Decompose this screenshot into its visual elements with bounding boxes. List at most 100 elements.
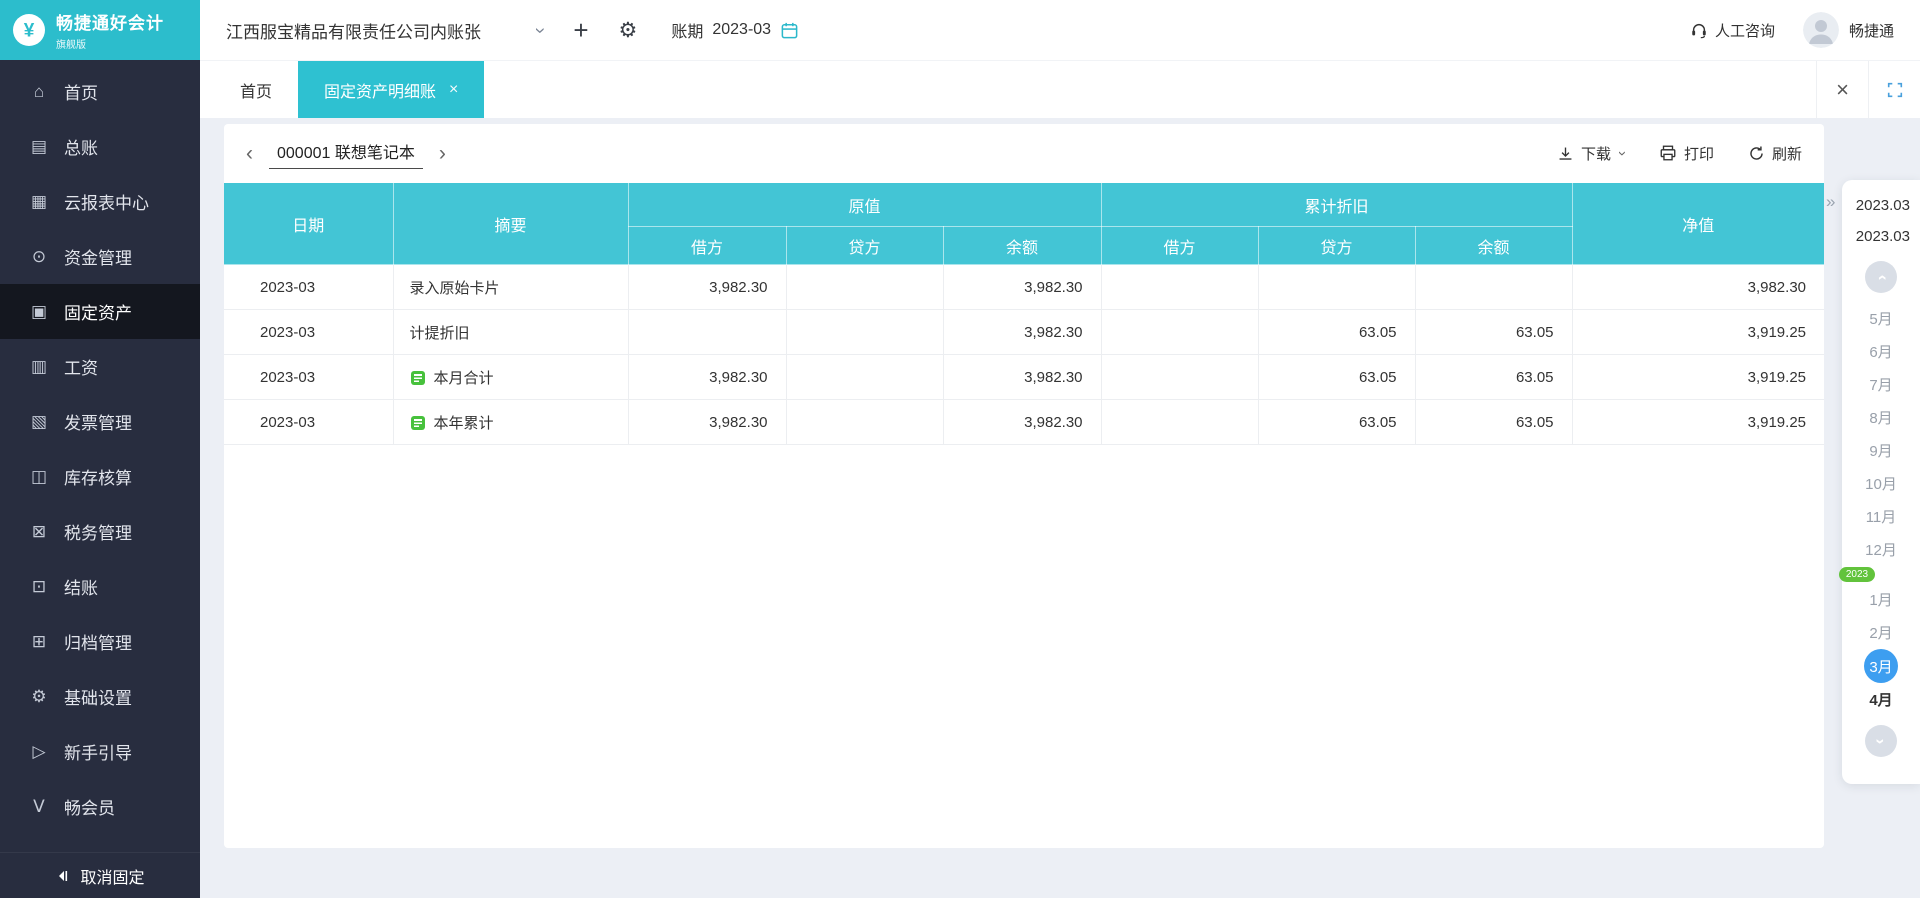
company-selector[interactable]: 江西服宝精品有限责任公司内账张 ›: [226, 18, 551, 43]
col-header-accumulated-depreciation: 累计折旧: [1100, 182, 1573, 227]
col-header-credit: 贷方: [1257, 226, 1416, 265]
timeline-period-end[interactable]: 2023.03: [1855, 228, 1910, 245]
sidebar-item-basic-settings[interactable]: ⚙ 基础设置: [0, 669, 200, 724]
table-cell: 3,982.30: [942, 309, 1102, 355]
table-row[interactable]: 2023-03 本月合计 3,982.30 3,982.30 63.05 63.05 3,9…: [224, 354, 1824, 400]
user-avatar-icon: [1802, 12, 1839, 48]
sidebar-item-label: 首页: [64, 84, 98, 103]
col-header-credit: 贷方: [785, 226, 944, 265]
month-item[interactable]: 2月: [1869, 625, 1893, 642]
fullscreen-icon: [1887, 82, 1902, 97]
table-cell: 2023-03: [224, 354, 394, 400]
human-consult-button[interactable]: 人工咨询: [1690, 20, 1775, 41]
company-name: 江西服宝精品有限责任公司内账张: [226, 22, 481, 42]
asset-ledger-table: 日期 摘要 原值 累计折旧 净值 借方 贷方 余额 借方 贷方 余额: [224, 182, 1824, 445]
table-cell: 3,919.25: [1571, 309, 1824, 355]
table-cell: 63.05: [1414, 354, 1573, 400]
sidebar-item-fund-management[interactable]: ⊙ 资金管理: [0, 229, 200, 284]
month-item[interactable]: 9月: [1869, 443, 1893, 460]
asset-selector[interactable]: 000001 联想笔记本: [269, 137, 423, 169]
avatar[interactable]: [1802, 12, 1839, 48]
month-item[interactable]: 5月: [1869, 311, 1893, 328]
settings-gear-icon[interactable]: ⚙: [618, 18, 638, 42]
sidebar-item-inventory-accounting[interactable]: ◫ 库存核算: [0, 449, 200, 504]
table-cell: 3,982.30: [627, 264, 787, 310]
main-area: 江西服宝精品有限责任公司内账张 › + ⚙ 账期 2023-03: [200, 0, 1920, 898]
add-button[interactable]: +: [573, 15, 589, 45]
month-item[interactable]: 6月: [1869, 344, 1893, 361]
fullscreen-button[interactable]: [1868, 61, 1920, 118]
month-item[interactable]: 11月: [1865, 509, 1897, 526]
expand-panel-icon[interactable]: »: [1826, 192, 1836, 211]
sidebar-nav: ⌂ 首页 ▤ 总账 ▦ 云报表中心 ⊙ 资金管理 ▣ 固定资产 ▥ 工资 ▧ 发票管理 ◫ 库存核算 ⊠ 税务管理…: [0, 60, 200, 852]
home-icon: ⌂: [33, 81, 45, 101]
download-button[interactable]: 下载 ›: [1557, 143, 1631, 164]
sidebar-item-label: 畅会员: [64, 799, 115, 818]
scroll-down-button[interactable]: ›: [1865, 725, 1897, 757]
unpin-sidebar-button[interactable]: 取消固定: [0, 852, 200, 898]
col-header-debit: 借方: [628, 226, 787, 265]
table-cell: 63.05: [1414, 399, 1573, 445]
general-ledger-icon: ▤: [30, 136, 48, 156]
period-selector[interactable]: 账期 2023-03: [671, 18, 799, 42]
month-item[interactable]: 4月: [1869, 692, 1893, 709]
app-title: 畅捷通好会计: [56, 14, 164, 33]
ledger-actions: 下载 › 打印: [1557, 143, 1802, 164]
sidebar-item-payroll[interactable]: ▥ 工资: [0, 339, 200, 394]
tab-close-icon[interactable]: ×: [449, 80, 459, 98]
sidebar-item-closing[interactable]: ⊡ 结账: [0, 559, 200, 614]
month-item[interactable]: 12月: [1865, 542, 1897, 559]
table-row[interactable]: 2023-03 本年累计 3,982.30 3,982.30 63.05 63.05 3,9…: [224, 399, 1824, 445]
col-header-debit: 借方: [1100, 226, 1259, 265]
table-cell: 录入原始卡片: [392, 264, 629, 310]
sidebar-item-tax-management[interactable]: ⊠ 税务管理: [0, 504, 200, 559]
chevron-down-icon: ›: [529, 26, 551, 34]
col-header-original-value: 原值: [627, 182, 1102, 227]
fund-management-icon: ⊙: [31, 246, 47, 266]
ledger-card: ‹ 000001 联想笔记本 › 下载 ›: [224, 124, 1824, 848]
scroll-up-button[interactable]: ›: [1865, 261, 1897, 293]
basic-settings-icon: ⚙: [31, 686, 47, 706]
table-cell: 3,982.30: [942, 354, 1102, 400]
tax-management-icon: ⊠: [31, 521, 47, 541]
month-item[interactable]: 10月: [1865, 476, 1897, 493]
sidebar-item-home[interactable]: ⌂ 首页: [0, 64, 200, 119]
table-cell: 63.05: [1257, 399, 1416, 445]
month-item[interactable]: 8月: [1869, 410, 1893, 427]
close-tabs-button[interactable]: ×: [1816, 61, 1868, 118]
user-name: 畅捷通: [1848, 22, 1894, 40]
sidebar-item-archive-management[interactable]: ⊞ 归档管理: [0, 614, 200, 669]
sidebar-item-general-ledger[interactable]: ▤ 总账: [0, 119, 200, 174]
table-cell: 2023-03: [224, 264, 394, 310]
refresh-icon: [1750, 146, 1763, 160]
sidebar-item-label: 发票管理: [64, 414, 132, 433]
sidebar-item-label: 固定资产: [64, 304, 132, 323]
next-asset-button[interactable]: ›: [438, 141, 446, 165]
tab-fixed-asset-ledger[interactable]: 固定资产明细账 ×: [298, 61, 485, 118]
sidebar-item-label: 基础设置: [64, 689, 132, 708]
topbar-right: 人工咨询 畅捷通: [1690, 12, 1894, 48]
chevron-up-icon: ›: [1871, 274, 1891, 280]
table-row[interactable]: 2023-03 录入原始卡片 3,982.30 3,982.30 3,982.30: [224, 264, 1824, 310]
sidebar-item-cloud-report[interactable]: ▦ 云报表中心: [0, 174, 200, 229]
month-item-selected[interactable]: 3月: [1864, 649, 1898, 683]
sidebar-item-fixed-asset[interactable]: ▣ 固定资产: [0, 284, 200, 339]
svg-text:¥: ¥: [24, 21, 35, 42]
refresh-button[interactable]: 刷新: [1748, 143, 1802, 164]
sidebar-item-member[interactable]: Ⅴ 畅会员: [0, 779, 200, 834]
period-label: 账期: [671, 24, 704, 41]
sidebar-item-beginner-guide[interactable]: ▷ 新手引导: [0, 724, 200, 779]
timeline-period-start[interactable]: 2023.03: [1855, 197, 1910, 214]
table-row[interactable]: 2023-03 计提折旧 3,982.30 63.05 63.05 3,919.25: [224, 309, 1824, 355]
print-icon: [1660, 145, 1676, 161]
member-icon: Ⅴ: [33, 796, 45, 816]
prev-asset-button[interactable]: ‹: [246, 141, 253, 165]
month-item[interactable]: 1月: [1869, 592, 1893, 609]
sidebar-item-invoice-management[interactable]: ▧ 发票管理: [0, 394, 200, 449]
table-cell: [1257, 264, 1416, 310]
table-cell: [785, 354, 944, 400]
table-cell: [627, 309, 787, 355]
print-button[interactable]: 打印: [1659, 143, 1714, 164]
month-item[interactable]: 7月: [1869, 377, 1893, 394]
tab-home[interactable]: 首页: [240, 83, 273, 101]
